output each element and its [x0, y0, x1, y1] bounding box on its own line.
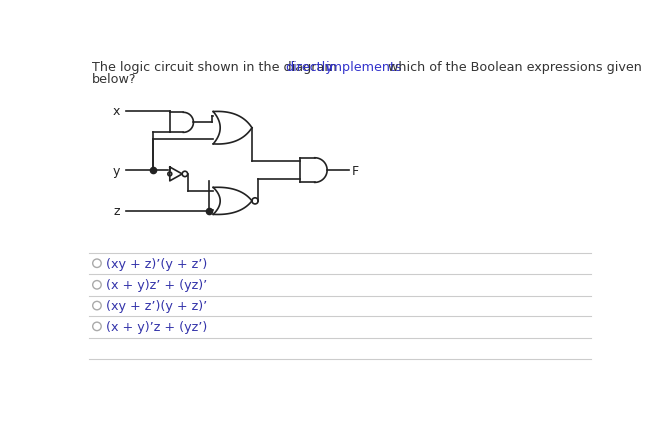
Text: y: y — [113, 164, 120, 177]
Text: implements: implements — [322, 61, 402, 74]
Text: x: x — [113, 105, 120, 118]
Text: F: F — [352, 164, 359, 177]
Text: (x + y)’z + (yz’): (x + y)’z + (yz’) — [106, 320, 207, 333]
Text: (x + y)z’ + (yz)’: (x + y)z’ + (yz)’ — [106, 279, 207, 292]
Text: (xy + z)’(y + z’): (xy + z)’(y + z’) — [106, 257, 207, 270]
Text: (xy + z’)(y + z)’: (xy + z’)(y + z)’ — [106, 299, 207, 312]
Text: The logic circuit shown in the diagram: The logic circuit shown in the diagram — [92, 61, 341, 74]
Text: below?: below? — [92, 72, 137, 85]
Text: z: z — [114, 205, 120, 218]
Text: which of the Boolean expressions given: which of the Boolean expressions given — [384, 61, 642, 74]
Text: directly: directly — [285, 61, 333, 74]
